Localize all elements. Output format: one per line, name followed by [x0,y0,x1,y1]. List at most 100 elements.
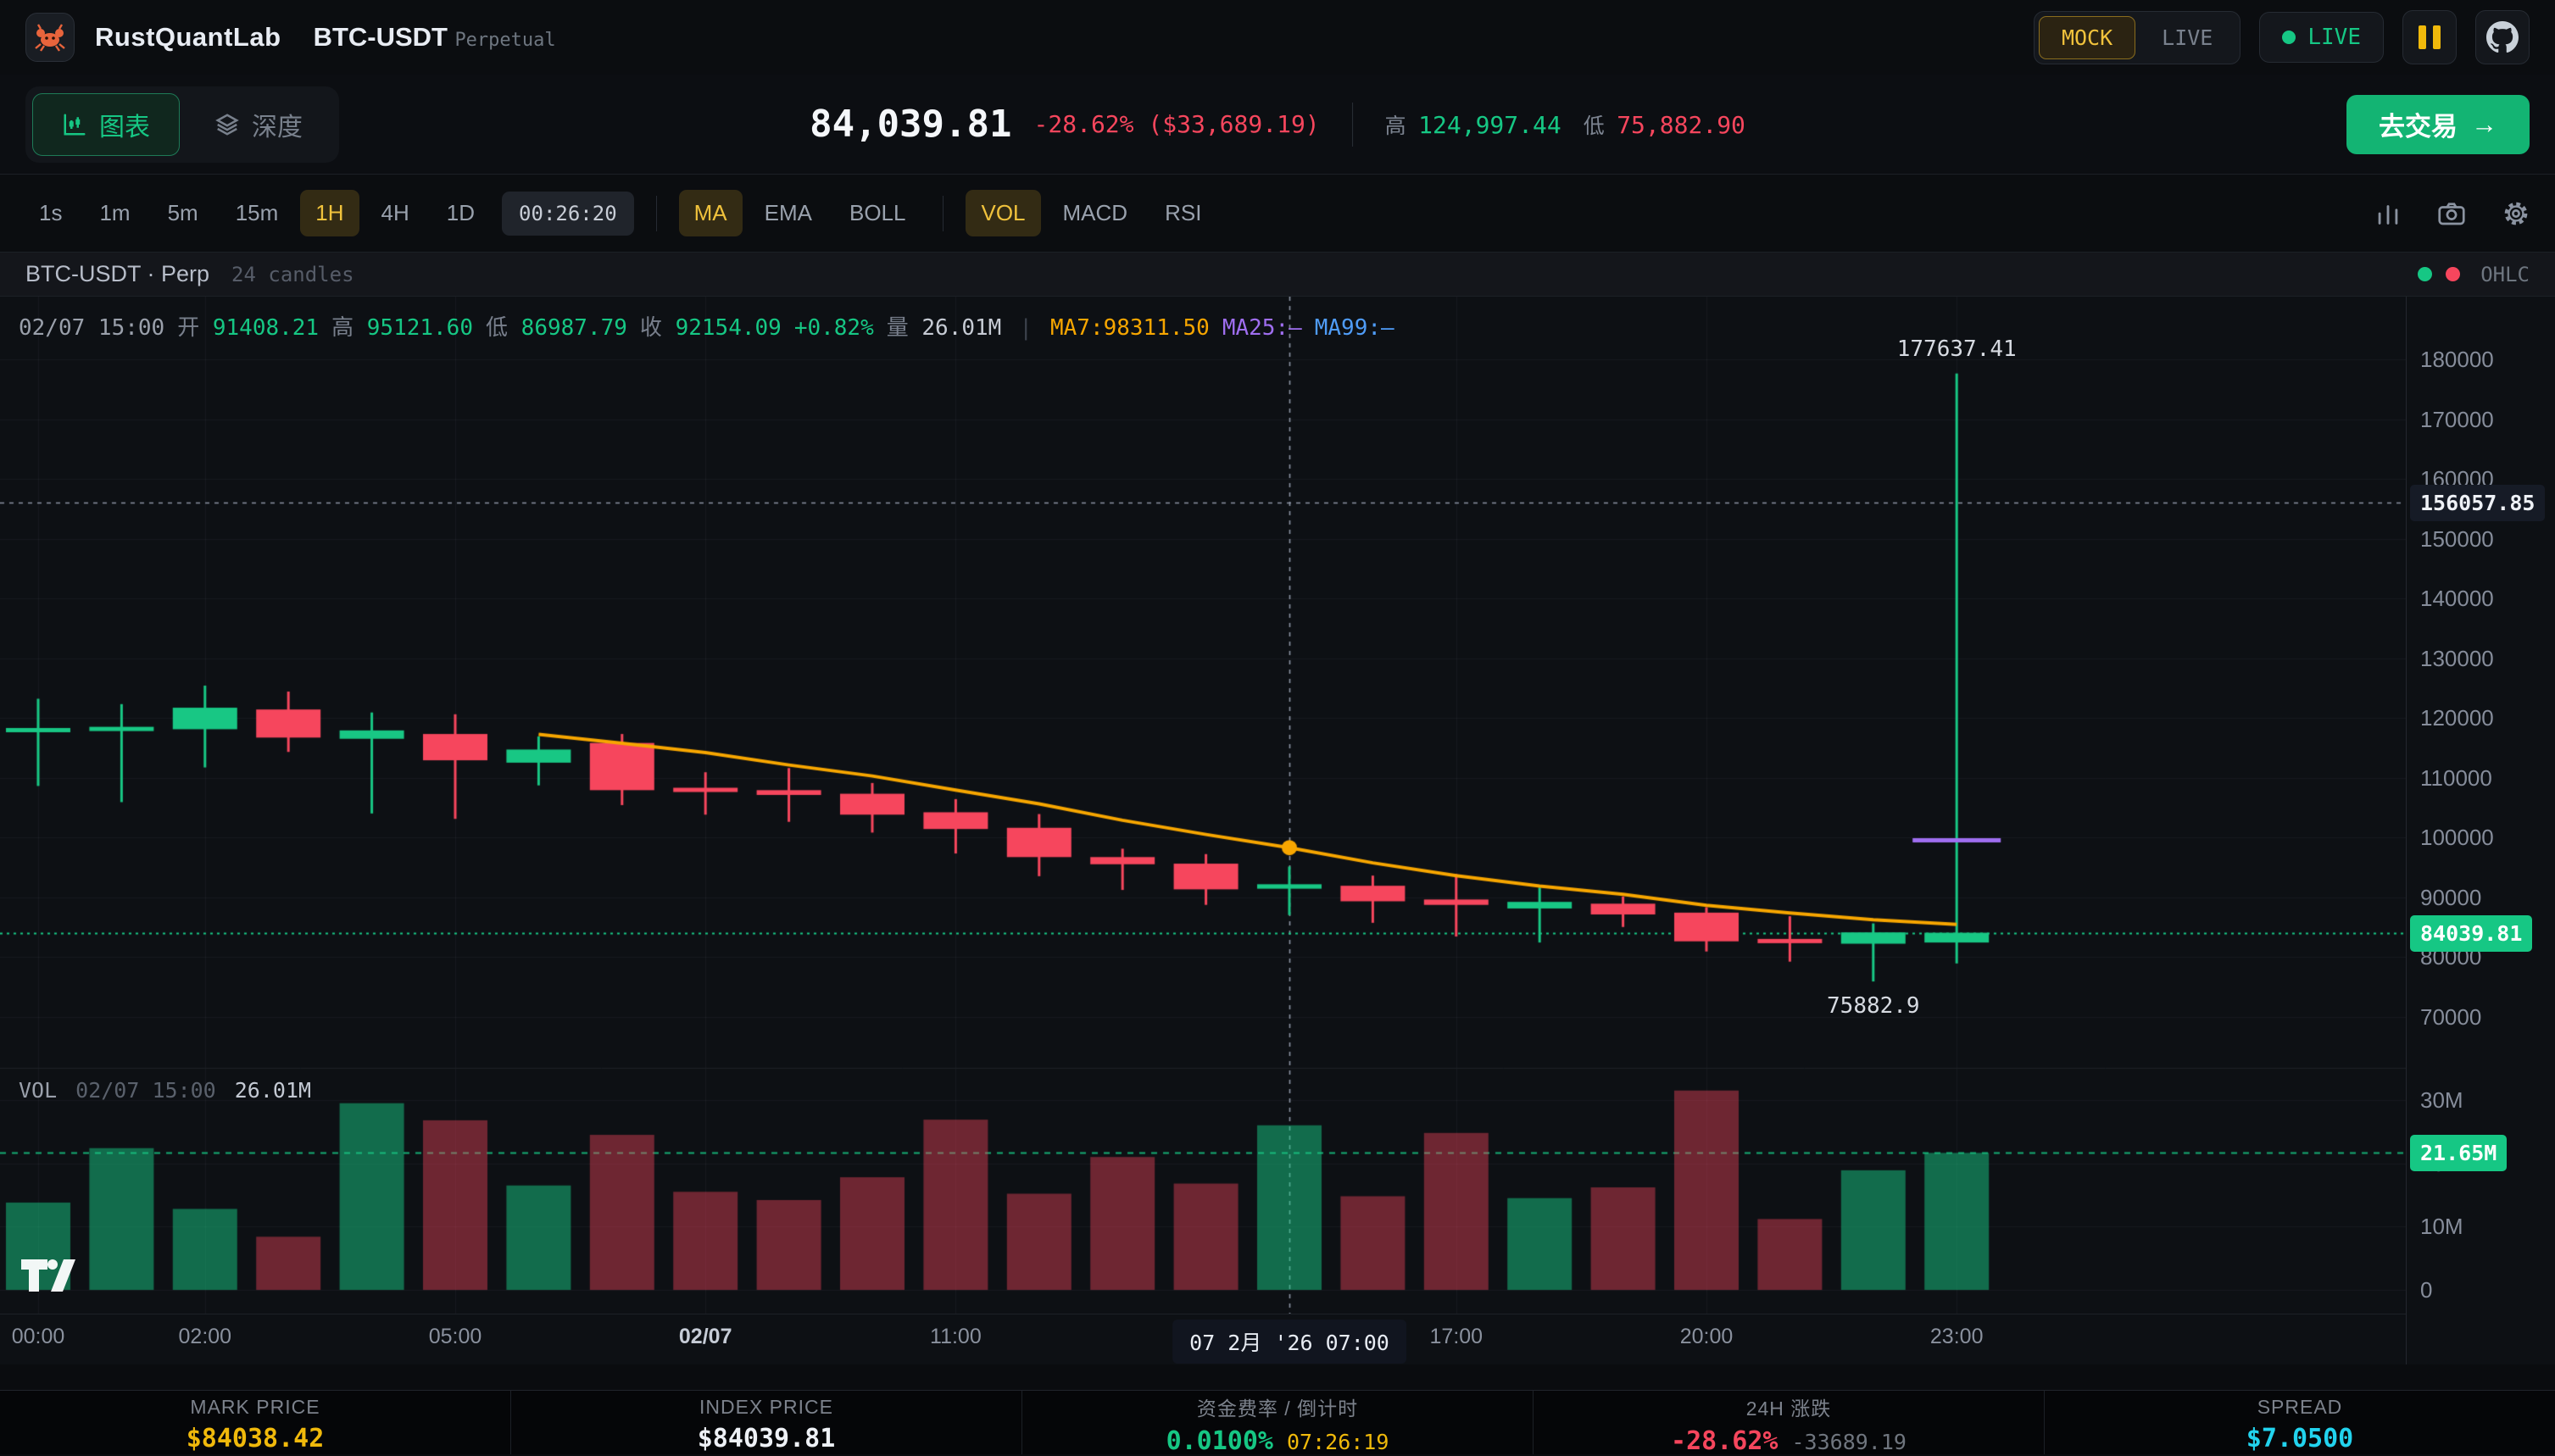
pause-button[interactable] [2402,10,2457,64]
divider [943,195,944,231]
crab-icon [35,24,65,52]
chart-high-label: 177637.41 [1896,336,2017,362]
volume-header: VOL 02/07 15:00 26.01M [19,1078,311,1103]
timeframe-1h[interactable]: 1H [300,190,359,236]
low-value: 75,882.90 [1617,110,1745,139]
github-button[interactable] [2475,10,2530,64]
stat-cell-1: INDEX PRICE $84039.81 [510,1391,1021,1454]
candle-countdown: 00:26:20 [502,191,634,236]
timeframe-1s[interactable]: 1s [24,190,77,236]
stat-value: $84039.81 [697,1423,836,1453]
volume-label: VOL [19,1078,58,1103]
candle-change: +0.82% [793,315,874,341]
price-tick: 140000 [2420,586,2494,612]
tab-chart-label: 图表 [99,113,150,142]
layers-icon [215,113,239,136]
ma25-value: MA25:– [1222,315,1302,341]
last-price-badge: 84039.81 [2410,914,2533,952]
overlay-ma[interactable]: MA [678,190,743,236]
stat-value: $84038.42 [186,1423,325,1453]
mode-live-button[interactable]: LIVE [2139,16,2235,59]
overlay-ema[interactable]: EMA [749,190,827,236]
top-bar: RustQuantLab BTC-USDT Perpetual MOCK LIV… [0,0,2555,75]
app-name: RustQuantLab [95,22,281,52]
divider [655,195,657,231]
connection-status: LIVE [2259,12,2384,63]
low-value: 86987.79 [520,315,627,341]
close-value: 92154.09 [675,315,782,341]
indicator-rsi[interactable]: RSI [1149,190,1216,236]
tradingview-logo[interactable] [20,1259,76,1297]
price-axis[interactable]: 70000 80000 90000 100000 110000 120000 130000 1… [2406,297,2555,1364]
go-trade-button[interactable]: 去交易 → [2346,94,2530,154]
live-dot-icon [2282,31,2296,44]
time-axis[interactable]: 00:00 02:00 05:00 02/07 11:00 17:00 20:00 23:00… [0,1314,2406,1364]
time-tick: 00:00 [11,1325,65,1348]
timeframe-group: 1s 1m 5m 15m 1H 4H 1D [24,190,490,236]
indicator-macd[interactable]: MACD [1048,190,1144,236]
volume-tick: 0 [2420,1277,2433,1303]
candle-datetime: 02/07 15:00 [19,315,165,341]
timeframe-1d[interactable]: 1D [431,190,490,236]
symbol-title: BTC-USDT [313,22,448,52]
ohlc-info-line: 02/07 15:00 开 91408.21 高 95121.60 低 8698… [19,315,1394,341]
high-value: 124,997.44 [1418,110,1561,139]
timeframe-15m[interactable]: 15m [220,190,294,236]
low-label: 低 [1583,114,1605,138]
price-tick: 120000 [2420,705,2494,731]
stat-label: 资金费率 / 倒计时 [1196,1398,1359,1420]
volume-datetime: 02/07 15:00 [75,1078,216,1103]
high-value: 95121.60 [366,315,473,341]
camera-icon[interactable] [2436,198,2467,229]
price-tick: 180000 [2420,347,2494,373]
time-tick: 11:00 [930,1325,982,1348]
up-color-dot [2418,267,2433,281]
candlestick-chart-canvas[interactable] [0,297,2406,1314]
time-tick: 02/07 [678,1325,732,1348]
candle-volume: 26.01M [921,315,1002,341]
stat-label: INDEX PRICE [699,1395,833,1418]
price-tick: 90000 [2420,884,2482,910]
stat-value-secondary: -33689.19 [1791,1430,1907,1454]
crosshair-price-badge: 156057.85 [2410,484,2546,521]
timeframe-4h[interactable]: 4H [366,190,425,236]
open-value: 91408.21 [212,315,320,341]
bottom-stats-bar: MARK PRICE $84038.42 INDEX PRICE $84039.81 资… [0,1390,2555,1456]
down-color-dot [2446,267,2461,281]
gear-icon[interactable] [2501,198,2531,229]
candlestick-icon [64,114,86,135]
stat-cell-4: SPREAD $7.0500 [2044,1391,2555,1454]
candles-count: 24 candles [231,262,354,286]
time-tick: 17:00 [1429,1325,1483,1348]
mode-mock-button[interactable]: MOCK [2038,15,2136,59]
tab-depth[interactable]: 深度 [185,93,332,156]
sub-header: 图表 深度 84,039.81 -28.62% ($33,689.19) 高 1… [0,75,2555,175]
stat-cell-2: 资金费率 / 倒计时 0.0100% 07:26:19 [1021,1391,1533,1456]
stat-value: -28.62% [1671,1426,1778,1456]
stat-cell-0: MARK PRICE $84038.42 [0,1391,510,1454]
price-tick: 170000 [2420,406,2494,432]
stat-cell-3: 24H 涨跌 -28.62% -33689.19 [1533,1391,2044,1456]
timeframe-5m[interactable]: 5m [153,190,214,236]
crosshair-time-badge: 07 2月 '26 07:00 [1172,1320,1406,1364]
time-tick: 05:00 [428,1325,482,1348]
stat-label: 24H 涨跌 [1745,1398,1832,1420]
stat-label: MARK PRICE [190,1395,320,1418]
timeframe-1m[interactable]: 1m [84,190,145,236]
overlay-boll[interactable]: BOLL [834,190,921,236]
arrow-right-icon: → [2471,108,2497,139]
bar-chart-icon[interactable] [2374,199,2402,228]
market-type-label: Perpetual [454,30,556,51]
ma99-value: MA99:– [1314,315,1394,341]
high-label: 高 [1384,114,1406,138]
go-trade-label: 去交易 [2379,112,2458,142]
tab-chart[interactable]: 图表 [32,92,180,156]
price-block: 84,039.81 -28.62% ($33,689.19) 高 124,997… [810,102,1745,147]
volume-tick: 30M [2420,1086,2463,1113]
stat-value-secondary: 07:26:19 [1287,1430,1389,1454]
price-tick: 100000 [2420,825,2494,851]
price-tick: 130000 [2420,645,2494,671]
app-logo [25,13,75,62]
indicator-vol[interactable]: VOL [966,190,1041,236]
ma7-value: MA7:98311.50 [1049,315,1210,341]
